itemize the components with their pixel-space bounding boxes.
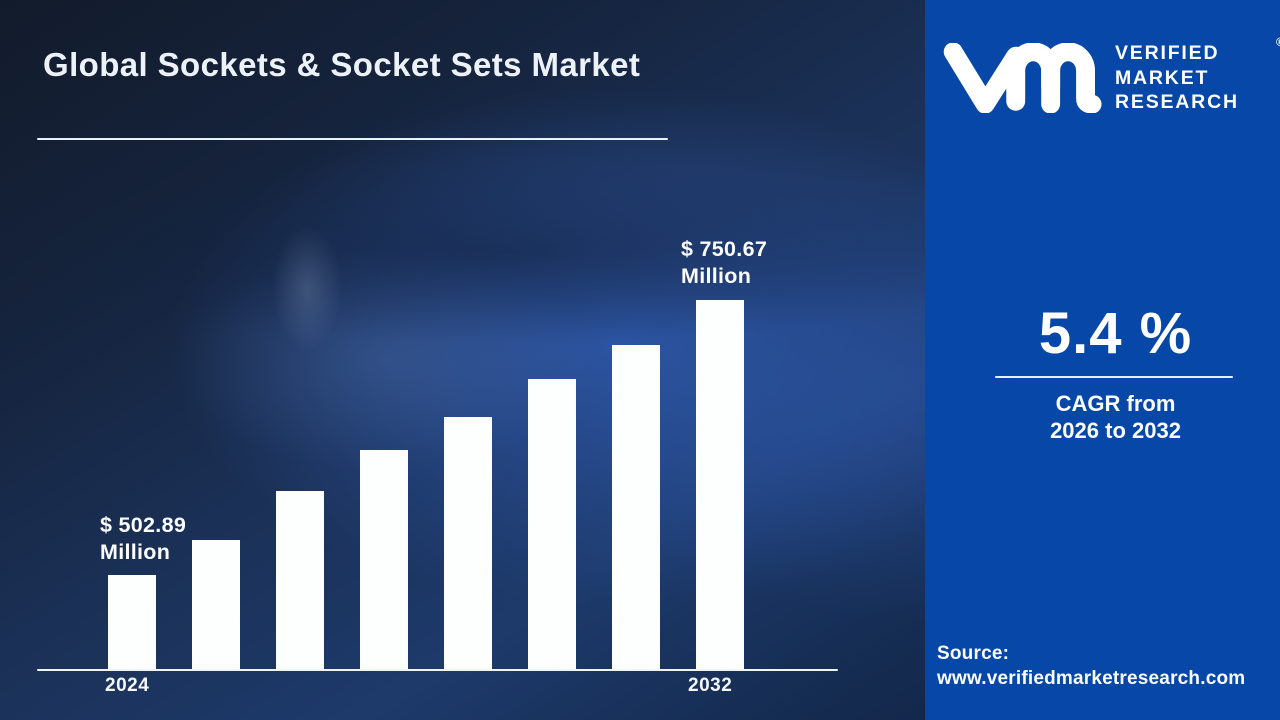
bar-year-5 [444, 417, 492, 669]
cagr-caption-line2: 2026 to 2032 [1050, 418, 1181, 443]
x-tick-2024: 2024 [105, 675, 150, 696]
vm-monogram-icon [943, 43, 1102, 113]
brand-word-market: MARKET [1115, 66, 1210, 89]
source-block: Source: www.verifiedmarketresearch.com [937, 641, 1245, 691]
brand-word-research: RESEARCH [1115, 91, 1239, 113]
source-label: Source: [937, 643, 1010, 664]
brand-wordmark: VERIFIED MARKET RESEARCH [1115, 41, 1239, 115]
bar-year-3 [276, 491, 324, 669]
title-underline [37, 138, 668, 140]
right-panel: VERIFIED MARKET RESEARCH ® 5.4 % CAGR fr… [925, 0, 1280, 720]
cagr-divider [995, 376, 1233, 378]
cagr-caption: CAGR from 2026 to 2032 [951, 390, 1280, 444]
bar-2024 [108, 575, 156, 669]
bar-2032 [696, 300, 744, 669]
last-bar-value: $ 750.67 [681, 237, 768, 261]
last-bar-unit: Million [681, 264, 752, 288]
x-axis-line [37, 669, 838, 671]
x-tick-2032: 2032 [688, 675, 733, 696]
last-bar-value-label: $ 750.67 Million [681, 236, 767, 290]
bar-year-6 [528, 379, 576, 669]
registered-trademark-symbol: ® [1276, 35, 1280, 49]
brand-logo: VERIFIED MARKET RESEARCH ® [943, 35, 1280, 121]
cagr-caption-line1: CAGR from [1055, 391, 1176, 416]
bar-series [108, 300, 744, 669]
bar-year-4 [360, 450, 408, 669]
cagr-value: 5.4 % [1038, 301, 1193, 366]
bar-year-7 [612, 345, 660, 669]
brand-word-verified: VERIFIED [1115, 42, 1220, 64]
page-title: Global Sockets & Socket Sets Market [43, 46, 641, 83]
first-bar-value: $ 502.89 [100, 513, 187, 537]
first-bar-unit: Million [100, 540, 171, 564]
first-bar-value-label: $ 502.89 Million [100, 512, 186, 566]
bar-year-2 [192, 540, 240, 669]
source-url: www.verifiedmarketresearch.com [937, 668, 1246, 689]
